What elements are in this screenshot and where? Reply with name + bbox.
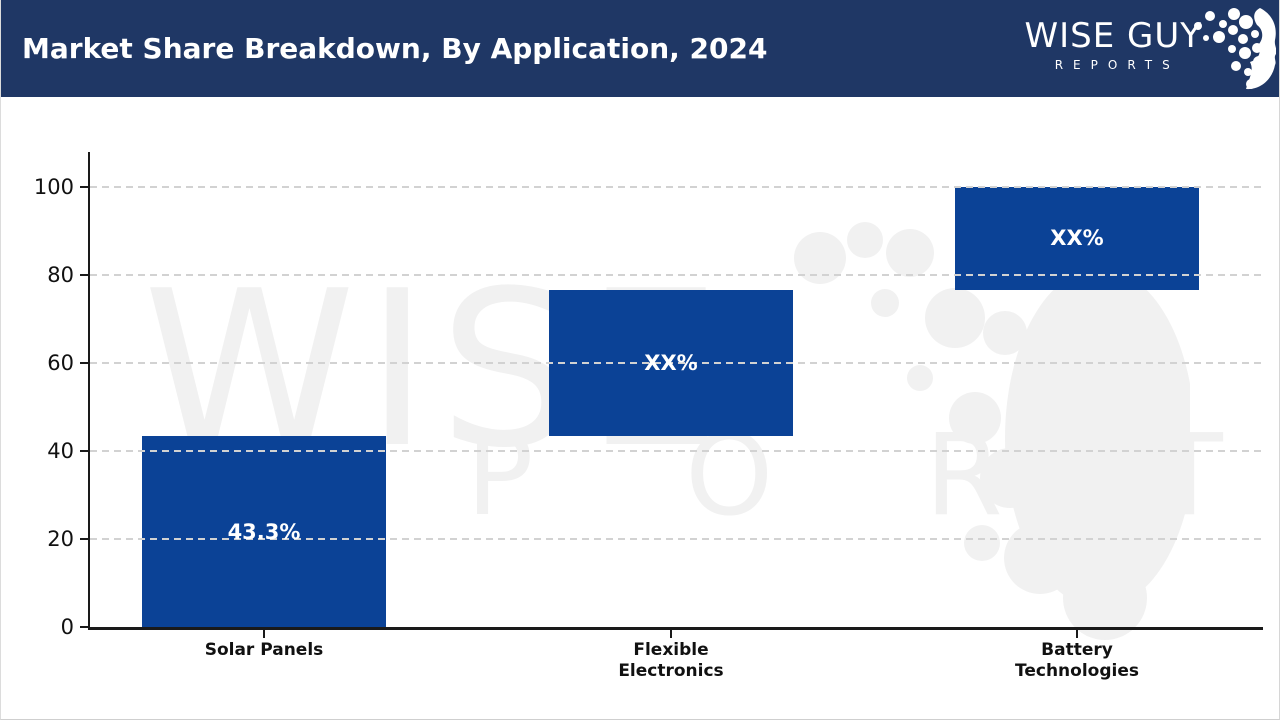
y-tick-mark: [80, 362, 88, 364]
y-tick-mark: [80, 274, 88, 276]
logo-text-reports: REPORTS: [1054, 58, 1180, 72]
gridline: [90, 450, 1262, 452]
category-label-line: Solar Panels: [204, 640, 324, 660]
category-label-line: Battery: [1041, 640, 1113, 660]
y-tick-mark: [80, 538, 88, 540]
x-tick-mark: [263, 630, 265, 638]
y-tick-label: 60: [47, 351, 74, 375]
category-label-solar-panels: Solar Panels: [114, 640, 414, 661]
y-axis-line: [88, 152, 90, 630]
y-tick-label: 20: [47, 527, 74, 551]
y-tick-label: 100: [33, 175, 74, 199]
category-label-flexible-electronics: Flexible Electronics: [521, 640, 821, 682]
watermark-face-icon: [760, 198, 1195, 652]
logo-text-wise-guy: WISE GUY: [1024, 16, 1202, 56]
y-tick-mark: [80, 450, 88, 452]
category-label-line: Electronics: [618, 661, 724, 681]
y-tick-mark: [80, 186, 88, 188]
header-band: Market Share Breakdown, By Application, …: [0, 0, 1280, 97]
bar-value-label-flexible-electronics: XX%: [644, 351, 698, 376]
x-tick-mark: [670, 630, 672, 638]
wiseguy-face-logo-icon: [1188, 4, 1277, 96]
gridline: [90, 186, 1262, 188]
y-tick-label: 40: [47, 439, 74, 463]
wiseguy-logo: WISE GUY REPORTS: [1024, 17, 1202, 72]
gridline: [90, 362, 1262, 364]
chart-title: Market Share Breakdown, By Application, …: [22, 32, 768, 65]
category-label-line: Flexible: [633, 640, 709, 660]
category-label-line: Technologies: [1015, 661, 1139, 681]
bar-solar-panels: [142, 436, 386, 627]
gridline: [90, 538, 1262, 540]
gridline: [90, 274, 1262, 276]
bar-value-label-battery-technologies: XX%: [1050, 226, 1104, 251]
category-label-battery-technologies: Battery Technologies: [927, 640, 1227, 682]
x-tick-mark: [1076, 630, 1078, 638]
bar-value-label-solar-panels: 43.3%: [227, 519, 301, 544]
x-axis-line: [88, 627, 1263, 630]
y-tick-label: 0: [60, 615, 74, 639]
y-tick-mark: [80, 626, 88, 628]
bar-battery-technologies: [955, 187, 1199, 290]
y-tick-label: 80: [47, 263, 74, 287]
